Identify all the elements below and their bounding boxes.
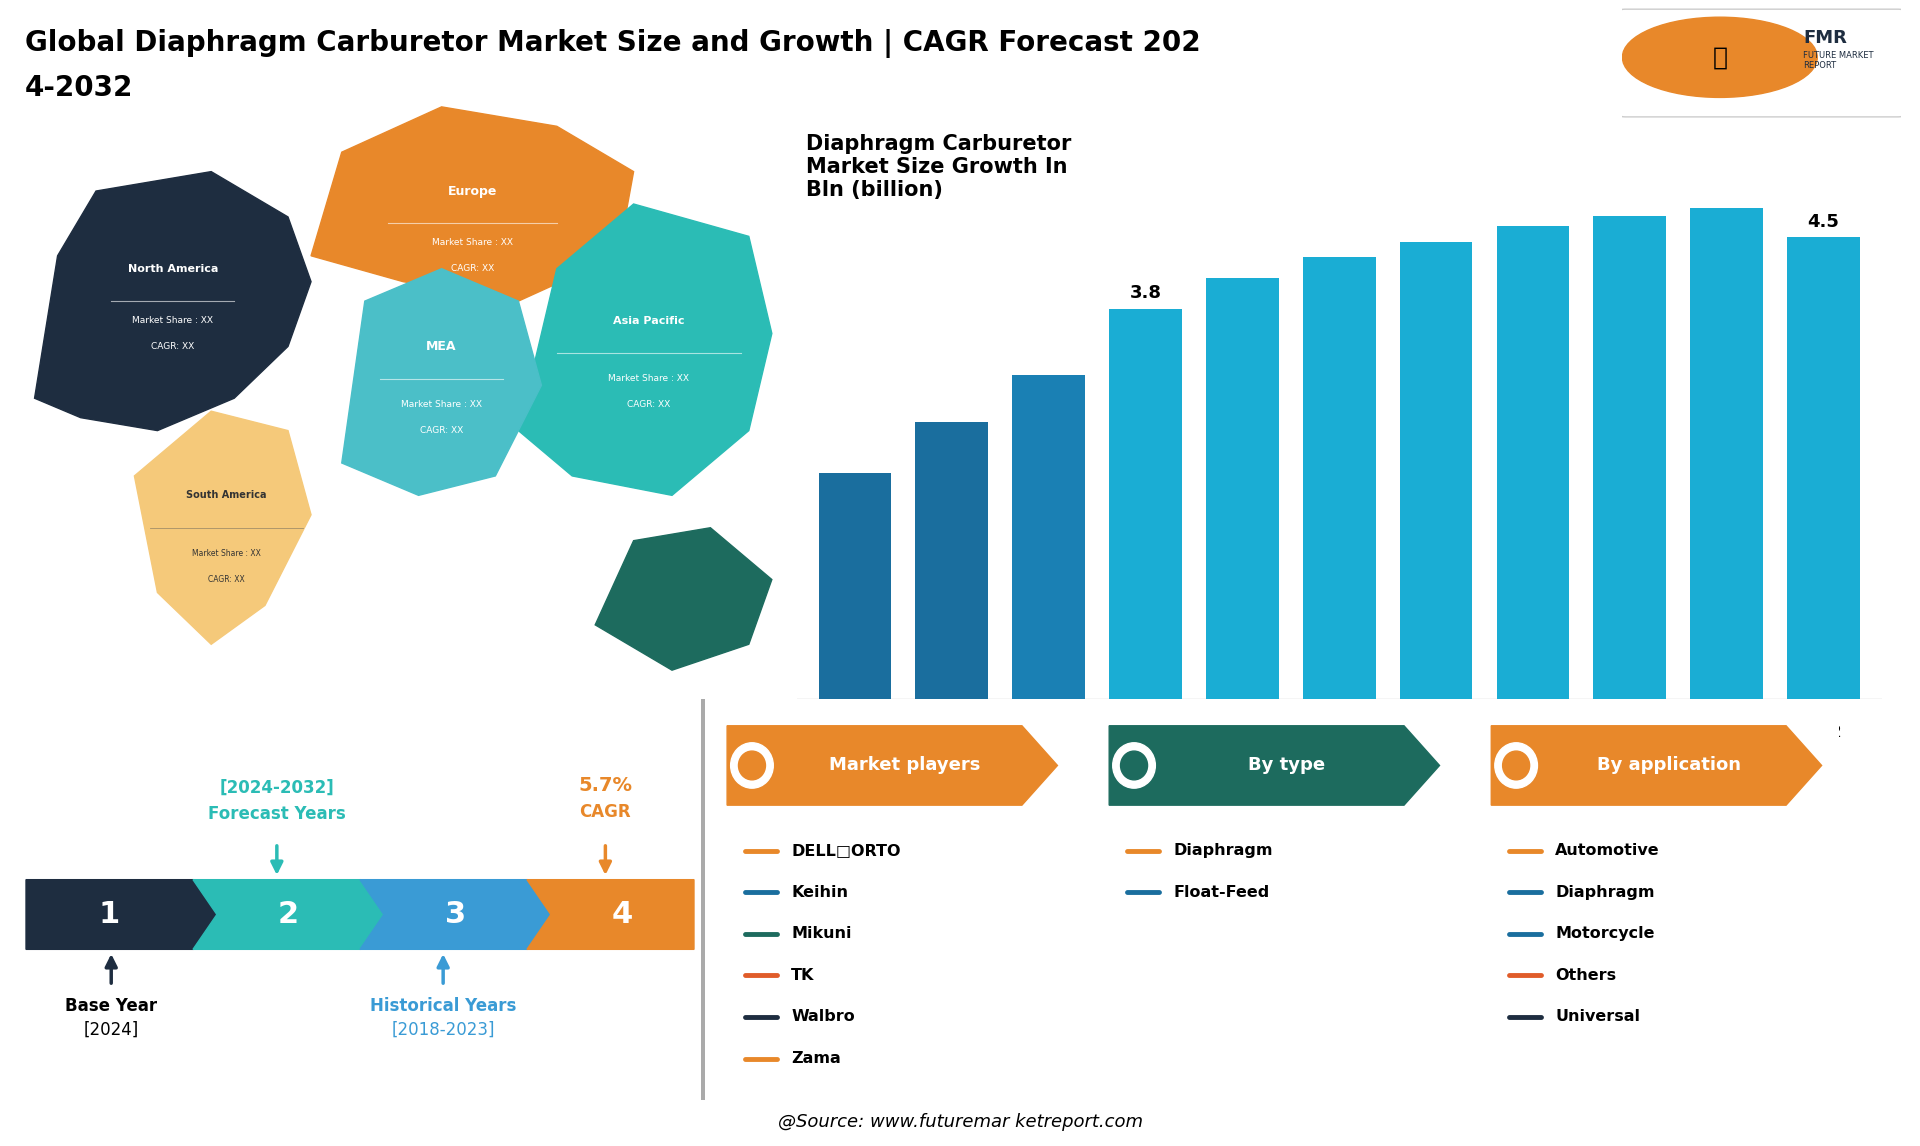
Polygon shape bbox=[595, 527, 772, 670]
Text: Mikuni: Mikuni bbox=[791, 926, 852, 941]
Text: South America: South America bbox=[186, 490, 267, 501]
Bar bbox=[1400, 242, 1473, 699]
Polygon shape bbox=[27, 880, 217, 949]
Polygon shape bbox=[134, 411, 311, 644]
Text: CAGR: XX: CAGR: XX bbox=[207, 575, 246, 584]
Polygon shape bbox=[342, 268, 541, 495]
Text: @Source: www.futuremar ketreport.com: @Source: www.futuremar ketreport.com bbox=[778, 1113, 1142, 1131]
Polygon shape bbox=[359, 880, 551, 949]
FancyBboxPatch shape bbox=[1476, 714, 1847, 1108]
Text: 2024: 2024 bbox=[1029, 724, 1068, 740]
Text: FUTURE MARKET
REPORT: FUTURE MARKET REPORT bbox=[1803, 52, 1874, 70]
FancyBboxPatch shape bbox=[1094, 714, 1465, 1108]
Text: 2025: 2025 bbox=[1127, 724, 1165, 740]
Bar bbox=[1690, 207, 1763, 699]
Text: Market players: Market players bbox=[829, 756, 981, 775]
Bar bbox=[1304, 257, 1375, 699]
Polygon shape bbox=[1110, 725, 1440, 806]
Text: Diaphragm Carburetor
Market Size Growth In
Bln (billion): Diaphragm Carburetor Market Size Growth … bbox=[806, 134, 1071, 201]
Text: 2026: 2026 bbox=[1223, 724, 1261, 740]
Circle shape bbox=[1114, 743, 1156, 788]
Circle shape bbox=[1121, 751, 1148, 779]
Circle shape bbox=[1622, 17, 1816, 97]
Text: 4.5: 4.5 bbox=[1807, 212, 1839, 230]
Text: 5.7%: 5.7% bbox=[578, 776, 632, 795]
Text: DELL□ORTO: DELL□ORTO bbox=[791, 843, 900, 858]
Text: Market Share : XX: Market Share : XX bbox=[401, 400, 482, 409]
Bar bbox=[1206, 277, 1279, 699]
Circle shape bbox=[1496, 743, 1538, 788]
Text: Motorcycle: Motorcycle bbox=[1555, 926, 1655, 941]
Text: Diaphragm: Diaphragm bbox=[1173, 843, 1273, 858]
Text: By application: By application bbox=[1597, 756, 1741, 775]
Polygon shape bbox=[1492, 725, 1822, 806]
Text: Market Share : XX: Market Share : XX bbox=[132, 316, 213, 325]
Text: Asia Pacific: Asia Pacific bbox=[612, 315, 685, 325]
Text: Float-Feed: Float-Feed bbox=[1173, 885, 1269, 900]
Text: Europe: Europe bbox=[447, 185, 497, 197]
Text: North America: North America bbox=[127, 264, 219, 274]
Text: Others: Others bbox=[1555, 968, 1617, 983]
Text: 3.8: 3.8 bbox=[1129, 284, 1162, 303]
Text: 3: 3 bbox=[445, 900, 467, 929]
Text: [2018-2023]: [2018-2023] bbox=[392, 1021, 495, 1039]
Circle shape bbox=[732, 743, 774, 788]
Text: Market Share : XX: Market Share : XX bbox=[432, 238, 513, 248]
Polygon shape bbox=[728, 725, 1058, 806]
Text: 2031: 2031 bbox=[1707, 724, 1745, 740]
Polygon shape bbox=[35, 172, 311, 431]
Polygon shape bbox=[311, 107, 634, 301]
Bar bbox=[1012, 376, 1085, 699]
Text: Automotive: Automotive bbox=[1555, 843, 1659, 858]
Text: CAGR: XX: CAGR: XX bbox=[628, 400, 670, 409]
Bar bbox=[1788, 237, 1860, 699]
Text: MEA: MEA bbox=[426, 340, 457, 353]
Bar bbox=[1594, 217, 1667, 699]
Text: Market Share : XX: Market Share : XX bbox=[609, 375, 689, 383]
Text: Diaphragm: Diaphragm bbox=[1555, 885, 1655, 900]
Text: By type: By type bbox=[1248, 756, 1325, 775]
Text: Universal: Universal bbox=[1555, 1010, 1640, 1025]
Text: 2030: 2030 bbox=[1611, 724, 1649, 740]
Text: Global Diaphragm Carburetor Market Size and Growth | CAGR Forecast 202: Global Diaphragm Carburetor Market Size … bbox=[25, 29, 1200, 57]
Bar bbox=[916, 422, 989, 699]
Circle shape bbox=[739, 751, 766, 779]
Text: 2028: 2028 bbox=[1417, 724, 1455, 740]
Polygon shape bbox=[194, 880, 384, 949]
Polygon shape bbox=[526, 880, 693, 949]
Text: CAGR: XX: CAGR: XX bbox=[152, 342, 194, 351]
Bar bbox=[1496, 227, 1569, 699]
Text: CAGR: XX: CAGR: XX bbox=[420, 426, 463, 435]
Bar bbox=[1110, 308, 1183, 699]
Text: [2024]: [2024] bbox=[84, 1021, 138, 1039]
Text: Walbro: Walbro bbox=[791, 1010, 854, 1025]
Text: CAGR: CAGR bbox=[580, 803, 632, 821]
Text: TK: TK bbox=[791, 968, 814, 983]
Text: 2022: 2022 bbox=[835, 724, 874, 740]
Text: 4-2032: 4-2032 bbox=[25, 74, 132, 102]
Bar bbox=[818, 473, 891, 699]
Text: [2024-2032]: [2024-2032] bbox=[219, 779, 334, 798]
Circle shape bbox=[1503, 751, 1530, 779]
Text: Historical Years: Historical Years bbox=[371, 997, 516, 1015]
Text: Zama: Zama bbox=[791, 1051, 841, 1066]
Text: 1: 1 bbox=[100, 900, 121, 929]
Text: FMR: FMR bbox=[1803, 29, 1847, 47]
Text: CAGR: XX: CAGR: XX bbox=[451, 265, 493, 273]
Text: 2029: 2029 bbox=[1513, 724, 1551, 740]
Text: Forecast Years: Forecast Years bbox=[207, 804, 346, 823]
Text: 2032: 2032 bbox=[1805, 724, 1843, 740]
FancyBboxPatch shape bbox=[712, 714, 1083, 1108]
Text: 2: 2 bbox=[278, 900, 300, 929]
Text: 4: 4 bbox=[612, 900, 634, 929]
Text: Keihin: Keihin bbox=[791, 885, 849, 900]
Text: 2023: 2023 bbox=[933, 724, 972, 740]
Text: 🏃: 🏃 bbox=[1713, 46, 1728, 69]
Text: Base Year: Base Year bbox=[65, 997, 157, 1015]
Text: Market Share : XX: Market Share : XX bbox=[192, 549, 261, 558]
Text: 2027: 2027 bbox=[1319, 724, 1359, 740]
Polygon shape bbox=[518, 204, 772, 495]
